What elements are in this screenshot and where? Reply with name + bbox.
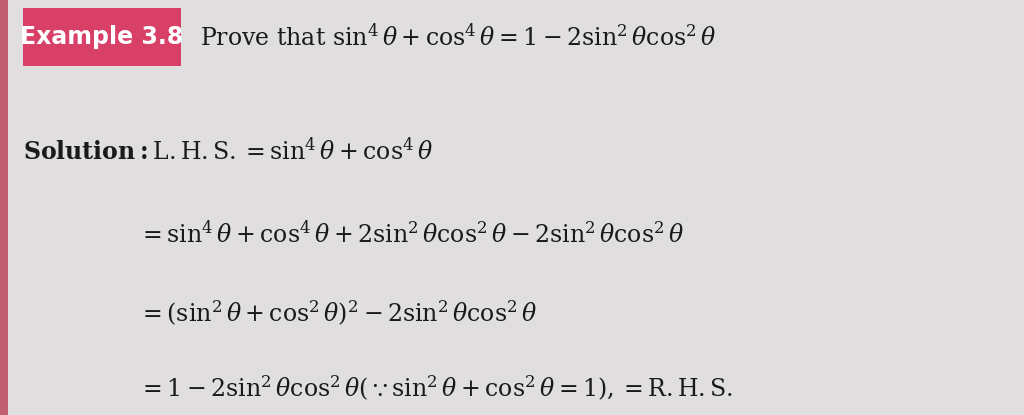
FancyBboxPatch shape (23, 8, 181, 66)
Text: $\mathbf{Solution : }$$\mathrm{L.H.S.}=\sin^4\theta+\cos^4\theta$: $\mathbf{Solution : }$$\mathrm{L.H.S.}=\… (23, 138, 433, 165)
Text: $=\left(\sin^2\theta+\cos^2\theta\right)^{2}-2\sin^2\theta\cos^2\theta$: $=\left(\sin^2\theta+\cos^2\theta\right)… (138, 299, 538, 328)
FancyBboxPatch shape (0, 0, 8, 415)
Text: Example 3.8: Example 3.8 (20, 25, 183, 49)
Text: $=1-2\sin^2\theta\cos^2\theta\left(\because\sin^2\theta+\cos^2\theta=1\right),=\: $=1-2\sin^2\theta\cos^2\theta\left(\beca… (138, 374, 733, 403)
Text: $=\sin^4\theta+\cos^4\theta+2\sin^2\theta\cos^2\theta-2\sin^2\theta\cos^2\theta$: $=\sin^4\theta+\cos^4\theta+2\sin^2\thet… (138, 221, 684, 248)
Text: Prove that $\sin^4\theta+\cos^4\theta=1-2\sin^2\theta\cos^2\theta$: Prove that $\sin^4\theta+\cos^4\theta=1-… (200, 24, 716, 51)
